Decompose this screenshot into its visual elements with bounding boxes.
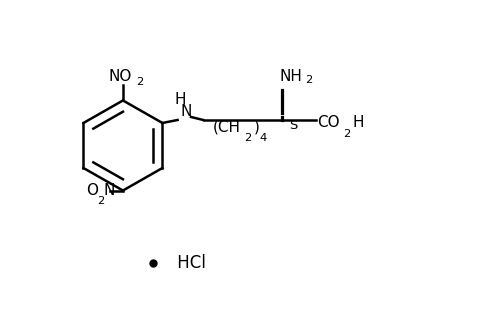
Text: 2: 2: [97, 196, 104, 206]
Text: (CH: (CH: [212, 120, 240, 135]
Text: N: N: [103, 183, 115, 198]
Text: O: O: [86, 183, 99, 198]
Text: NO: NO: [108, 69, 131, 84]
Text: H: H: [175, 92, 186, 107]
Text: HCl: HCl: [171, 254, 205, 272]
Text: N: N: [180, 104, 192, 119]
Text: CO: CO: [316, 116, 339, 130]
Text: S: S: [289, 119, 297, 133]
Text: 2: 2: [342, 129, 349, 139]
Text: 2: 2: [244, 133, 251, 143]
Text: 2: 2: [136, 77, 142, 87]
Text: H: H: [351, 116, 363, 130]
Text: 4: 4: [259, 133, 266, 143]
Text: 2: 2: [305, 75, 312, 85]
Text: ): ): [253, 120, 259, 135]
Text: NH: NH: [279, 69, 302, 84]
